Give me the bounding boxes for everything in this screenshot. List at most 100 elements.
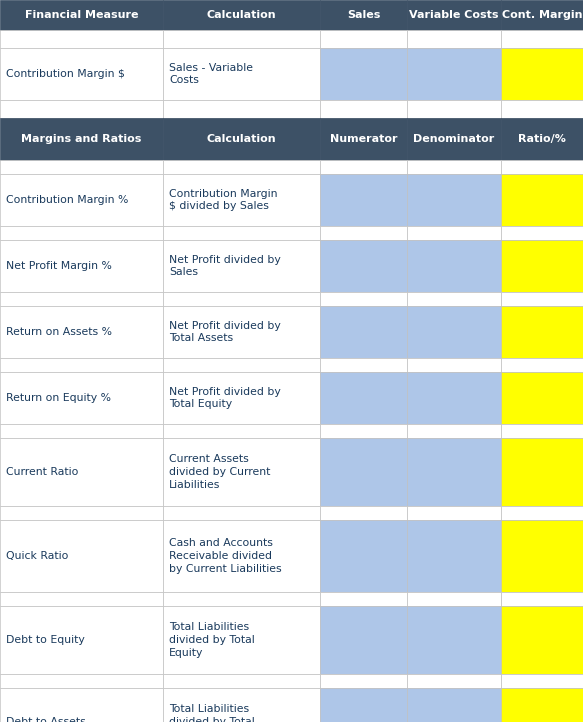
Bar	[0, 306, 163, 358]
Bar	[0, 174, 163, 226]
Bar	[163, 174, 320, 226]
Bar	[501, 174, 583, 226]
Bar	[163, 48, 320, 100]
Text: Total Liabilities
divided by Total
Assets: Total Liabilities divided by Total Asset…	[169, 704, 255, 722]
Bar	[0, 30, 163, 48]
Bar	[407, 306, 501, 358]
Text: Net Profit divided by
Total Assets: Net Profit divided by Total Assets	[169, 321, 281, 344]
Text: Sales - Variable
Costs: Sales - Variable Costs	[169, 63, 253, 85]
Bar	[163, 30, 320, 48]
Bar	[163, 606, 320, 674]
Text: Net Profit divided by
Total Equity: Net Profit divided by Total Equity	[169, 386, 281, 409]
Bar	[407, 160, 501, 174]
Text: Current Ratio: Current Ratio	[6, 467, 78, 477]
Text: Quick Ratio: Quick Ratio	[6, 551, 68, 561]
Bar	[0, 592, 163, 606]
Bar	[501, 424, 583, 438]
Bar	[407, 438, 501, 506]
Bar	[163, 520, 320, 592]
Text: Net Profit divided by
Sales: Net Profit divided by Sales	[169, 255, 281, 277]
Bar	[320, 592, 407, 606]
Bar	[320, 174, 407, 226]
Text: Financial Measure: Financial Measure	[24, 10, 138, 20]
Bar	[320, 372, 407, 424]
Bar	[163, 240, 320, 292]
Bar	[0, 674, 163, 688]
Bar	[0, 226, 163, 240]
Bar	[163, 0, 320, 30]
Bar	[501, 606, 583, 674]
Bar	[320, 438, 407, 506]
Bar	[501, 0, 583, 30]
Bar	[320, 48, 407, 100]
Text: Numerator: Numerator	[330, 134, 397, 144]
Bar	[320, 160, 407, 174]
Bar	[0, 292, 163, 306]
Bar	[501, 358, 583, 372]
Bar	[501, 48, 583, 100]
Bar	[163, 592, 320, 606]
Bar	[320, 100, 407, 118]
Bar	[0, 48, 163, 100]
Bar	[0, 424, 163, 438]
Text: Margins and Ratios: Margins and Ratios	[22, 134, 142, 144]
Bar	[0, 438, 163, 506]
Bar	[407, 592, 501, 606]
Bar	[320, 0, 407, 30]
Bar	[320, 688, 407, 722]
Text: Denominator: Denominator	[413, 134, 494, 144]
Bar	[501, 100, 583, 118]
Bar	[407, 292, 501, 306]
Text: Cont. Margin: Cont. Margin	[502, 10, 582, 20]
Bar	[407, 30, 501, 48]
Bar	[320, 358, 407, 372]
Bar	[320, 506, 407, 520]
Bar	[0, 240, 163, 292]
Bar	[320, 30, 407, 48]
Text: Sales: Sales	[347, 10, 380, 20]
Bar	[407, 118, 501, 160]
Bar	[501, 306, 583, 358]
Bar	[320, 118, 407, 160]
Bar	[163, 358, 320, 372]
Bar	[320, 674, 407, 688]
Text: Calculation: Calculation	[207, 10, 276, 20]
Text: Total Liabilities
divided by Total
Equity: Total Liabilities divided by Total Equit…	[169, 622, 255, 658]
Bar	[0, 520, 163, 592]
Text: Current Assets
divided by Current
Liabilities: Current Assets divided by Current Liabil…	[169, 454, 271, 490]
Bar	[501, 438, 583, 506]
Bar	[407, 520, 501, 592]
Text: Net Profit Margin %: Net Profit Margin %	[6, 261, 112, 271]
Bar	[163, 118, 320, 160]
Bar	[320, 226, 407, 240]
Bar	[0, 506, 163, 520]
Text: Contribution Margin $: Contribution Margin $	[6, 69, 125, 79]
Bar	[407, 424, 501, 438]
Bar	[501, 292, 583, 306]
Bar	[0, 100, 163, 118]
Bar	[0, 358, 163, 372]
Bar	[407, 606, 501, 674]
Bar	[407, 174, 501, 226]
Bar	[0, 118, 163, 160]
Bar	[0, 688, 163, 722]
Bar	[163, 506, 320, 520]
Bar	[407, 358, 501, 372]
Text: Return on Equity %: Return on Equity %	[6, 393, 111, 403]
Text: Contribution Margin %: Contribution Margin %	[6, 195, 128, 205]
Bar	[407, 100, 501, 118]
Bar	[501, 674, 583, 688]
Bar	[320, 306, 407, 358]
Bar	[163, 688, 320, 722]
Bar	[0, 0, 163, 30]
Bar	[407, 506, 501, 520]
Bar	[163, 226, 320, 240]
Bar	[407, 48, 501, 100]
Bar	[501, 160, 583, 174]
Bar	[501, 688, 583, 722]
Bar	[0, 372, 163, 424]
Bar	[163, 160, 320, 174]
Bar	[407, 240, 501, 292]
Bar	[320, 520, 407, 592]
Bar	[501, 592, 583, 606]
